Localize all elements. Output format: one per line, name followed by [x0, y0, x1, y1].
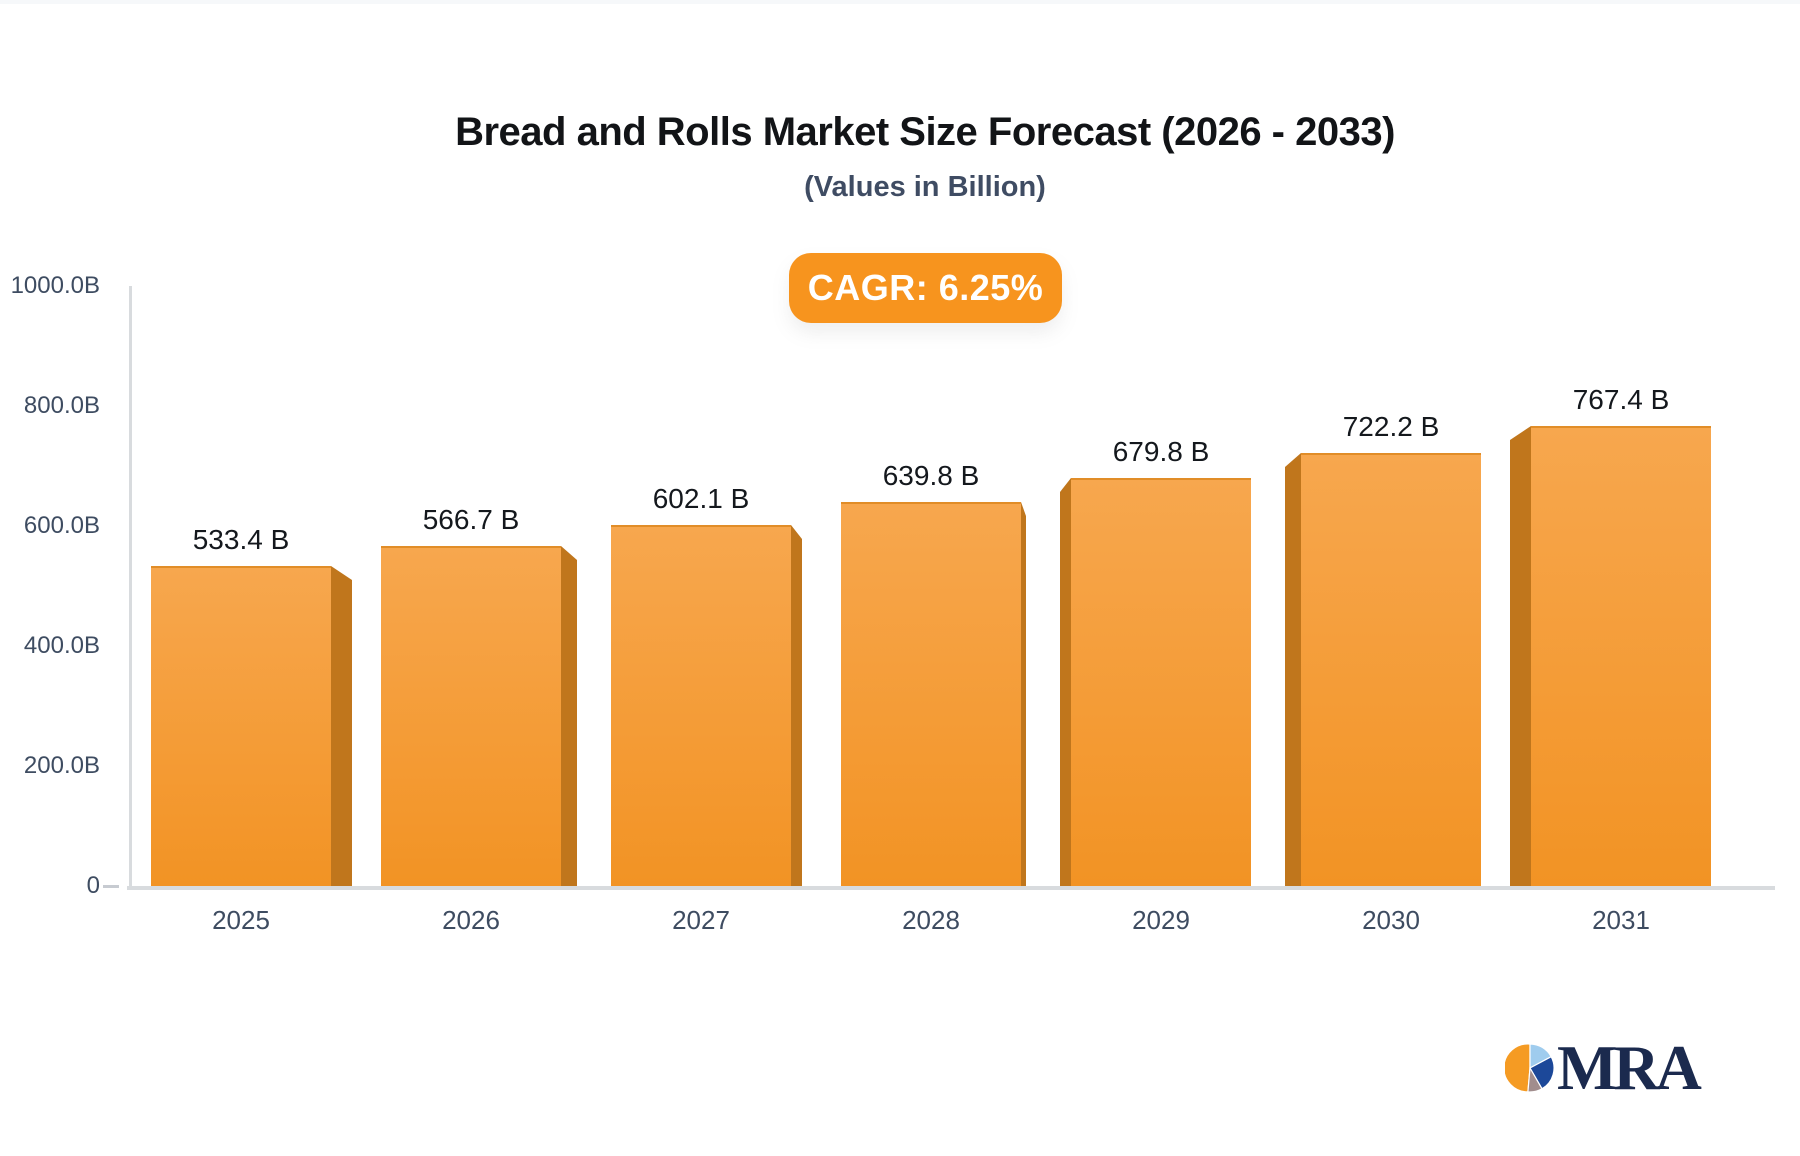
- chart-header: Bread and Rolls Market Size Forecast (20…: [60, 110, 1790, 204]
- bar: [1531, 426, 1711, 886]
- y-axis-line: [129, 286, 132, 890]
- bar: [611, 525, 791, 886]
- bar-value-label: 602.1 B: [652, 483, 750, 514]
- bar-value-label: 767.4 B: [1572, 384, 1670, 415]
- bar-side: [1021, 502, 1026, 886]
- y-axis-label: 800.0B: [23, 392, 100, 419]
- bar-side: [1060, 478, 1071, 886]
- cagr-badge: CAGR: 6.25%: [789, 253, 1062, 323]
- x-axis-label: 2025: [212, 905, 270, 935]
- x-axis-label: 2026: [442, 905, 500, 935]
- x-axis-label: 2031: [1592, 905, 1650, 935]
- bar-value-label: 679.8 B: [1112, 436, 1210, 467]
- y-axis-label: 0: [86, 872, 100, 899]
- mra-logo: MRA: [1505, 1032, 1702, 1103]
- bar-value-label: 566.7 B: [422, 504, 520, 535]
- bar-side: [791, 525, 802, 886]
- x-axis-baseline: [127, 886, 1775, 890]
- bar-side: [1285, 453, 1301, 886]
- bar-side: [561, 546, 577, 886]
- pie-chart-icon: [1505, 1043, 1555, 1093]
- bar-value-label: 722.2 B: [1342, 411, 1440, 442]
- chart-subtitle: (Values in Billion): [804, 171, 1046, 203]
- cagr-badge-label: CAGR: 6.25%: [807, 267, 1044, 308]
- logo-text: MRA: [1557, 1032, 1702, 1103]
- y-axis-label: 200.0B: [23, 752, 100, 779]
- chart-title: Bread and Rolls Market Size Forecast (20…: [455, 110, 1395, 154]
- bar: [381, 546, 561, 886]
- bar-value-label: 639.8 B: [882, 460, 980, 491]
- zero-tick-dash: [103, 885, 119, 888]
- page-top-border: [0, 0, 1800, 4]
- x-axis-label: 2028: [902, 905, 960, 935]
- bar-side: [331, 566, 352, 886]
- y-axis-label: 400.0B: [23, 632, 100, 659]
- x-axis-label: 2029: [1132, 905, 1190, 935]
- x-axis-label: 2030: [1362, 905, 1420, 935]
- bar: [841, 502, 1021, 886]
- x-axis-label: 2027: [672, 905, 730, 935]
- y-axis-label: 600.0B: [23, 512, 100, 539]
- bar: [151, 566, 331, 886]
- y-axis-label: 1000.0B: [10, 272, 100, 299]
- bar: [1071, 478, 1251, 886]
- bar-value-label: 533.4 B: [192, 524, 290, 555]
- bar-side: [1510, 426, 1531, 886]
- bar: [1301, 453, 1481, 886]
